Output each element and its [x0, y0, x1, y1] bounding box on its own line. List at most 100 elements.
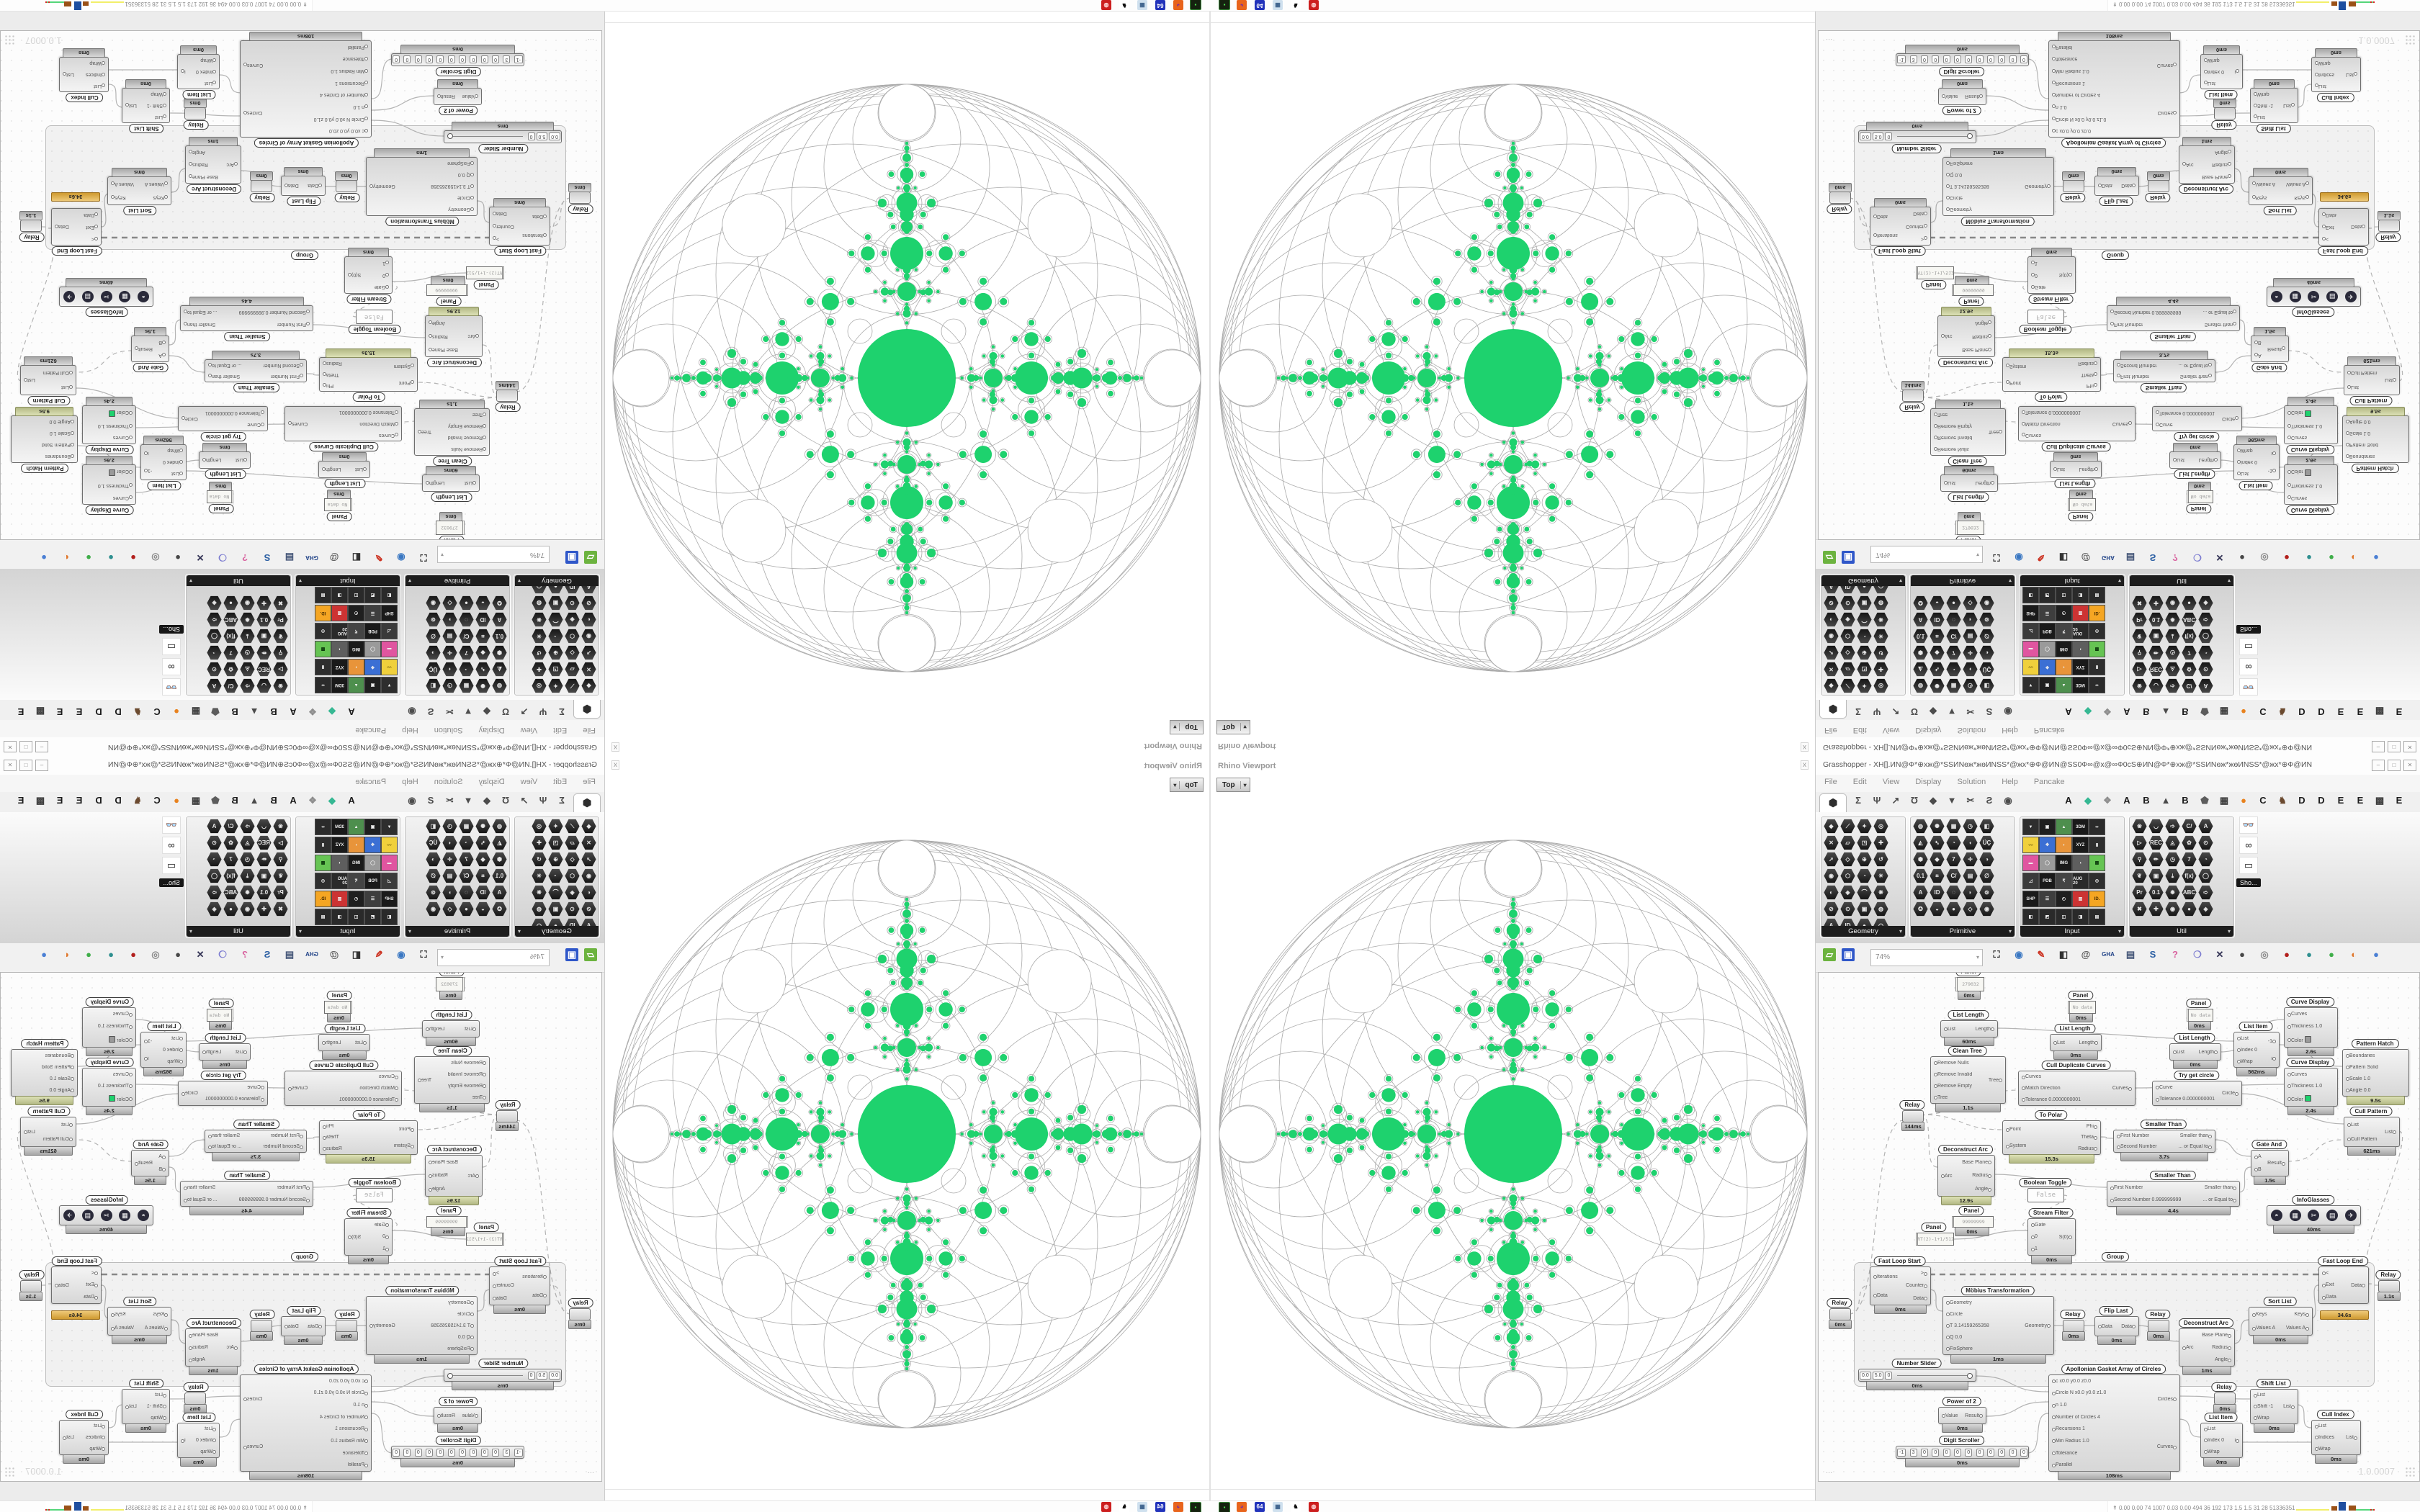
gh-component-stream-filter[interactable]: Gate 0 1 S(0) [344, 256, 393, 294]
palette-icon[interactable]: ✏ [256, 852, 272, 867]
close-icon[interactable]: x [1801, 742, 1809, 752]
palette-icon[interactable]: ⊚ [426, 612, 441, 627]
gh-component-panel[interactable]: No data [2068, 498, 2096, 511]
plugin-tab-2[interactable]: ❖ [2103, 795, 2112, 806]
gh-component-m-bius-transformation[interactable]: Geometry Circle T 3.14159265358 Q 0.0 FixSph… [366, 1296, 478, 1355]
palette-icon[interactable]: ✚ [256, 595, 272, 611]
plugin-tab-5[interactable]: ▲ [2161, 795, 2171, 806]
palette-icon[interactable]: ⌗ [475, 629, 490, 644]
palette-icon[interactable]: ◈ [2198, 595, 2213, 611]
palette-icon[interactable]: ◎ [315, 873, 331, 889]
gh-component-panel[interactable]: No data [207, 1009, 233, 1022]
gh-component-deconstruct-arc[interactable]: Arc Base Plane Radius Angle [2179, 1328, 2235, 1367]
menu-display[interactable]: Display [1915, 778, 1942, 786]
palette-icon[interactable]: ◔ [207, 852, 222, 867]
palette-icon[interactable]: ▮ [315, 837, 331, 853]
palette-icon[interactable]: ₹ [348, 873, 364, 889]
gh-canvas[interactable]: ... 1.0.0007 GroupPanel2790320msList Len… [1818, 972, 2420, 1482]
tab-icon-8[interactable]: ◉ [408, 795, 416, 806]
palette-icon[interactable]: ➚ [581, 645, 596, 660]
balloon-icon[interactable]: ❍ [2193, 552, 2202, 563]
palette-icon[interactable]: XYZ [2072, 837, 2089, 853]
palette-icon[interactable]: ⚲ [2132, 645, 2147, 660]
package-icon[interactable]: ? [242, 949, 248, 960]
gh-component-panel[interactable]: (SQRT(2)-1+1/512)*1 [466, 266, 504, 279]
palette-icon[interactable]: ⬢ [1913, 645, 1928, 660]
palette-icon[interactable]: ◇ [1840, 645, 1855, 660]
menu-solution[interactable]: Solution [434, 778, 463, 786]
camera-icon[interactable]: ◧ [2058, 552, 2069, 563]
sphere-teal-icon[interactable]: ● [2306, 552, 2312, 563]
plugin-tab-16[interactable]: ▩ [2375, 706, 2385, 717]
palette-icon[interactable]: ▼ [2022, 677, 2039, 693]
palette-icon[interactable]: ◗ [1963, 612, 1978, 627]
gh-component-to-polar[interactable]: Point System Phi Theta Radius [2002, 1120, 2101, 1155]
gh-component-sort-list[interactable]: Keys Values A Keys Values A [107, 176, 171, 205]
palette-icon[interactable]: ◎ [1873, 678, 1888, 693]
floppy64-icon[interactable]: 64 [1155, 0, 1165, 10]
palette-icon[interactable]: A [2198, 678, 2213, 693]
palette-icon[interactable]: ◩ [2039, 587, 2056, 603]
palette-icon[interactable]: ❀ [273, 819, 288, 834]
firefox-icon[interactable]: ◕ [1237, 0, 1247, 10]
palette-icon[interactable]: ❀ [273, 678, 288, 693]
plugin-tab-3[interactable]: A [290, 706, 297, 717]
palette-icon[interactable]: ABC [223, 612, 238, 627]
palette-icon[interactable]: ✪ [1913, 901, 1928, 917]
plugin-tab-15[interactable]: E [56, 795, 63, 806]
gh-component-try-get-circle[interactable]: Curve Tolerance 0.0000000001 Circle [178, 1081, 268, 1106]
palette-icon[interactable]: ▣ [364, 819, 381, 835]
palette-icon[interactable]: ☰ [364, 605, 381, 621]
gh-component-m-bius-transformation[interactable]: Geometry Circle T 3.14159265358 Q 0.0 FixSph… [1942, 1296, 2054, 1355]
palette-icon[interactable]: ✏ [256, 645, 272, 660]
palette-icon[interactable]: ⊙ [207, 835, 222, 850]
gh-component-fast-loop-start[interactable]: Iterations Data > Counter Data [1870, 207, 1931, 246]
palette-icon[interactable]: ✺ [1930, 678, 1945, 693]
gh-component-list-length[interactable]: List Length [1940, 474, 1998, 492]
menu-edit[interactable]: Edit [1852, 778, 1867, 786]
palette-icon[interactable]: ▥ [331, 891, 348, 907]
palette-icon[interactable]: ◬ [240, 835, 255, 850]
zoom-dropdown[interactable]: 74% ▾ [437, 949, 550, 966]
palette-icon[interactable]: ◷ [240, 852, 255, 867]
palette-icon[interactable]: ◯ [2198, 868, 2213, 883]
palette-icon[interactable]: IMG [348, 855, 364, 871]
gh-component-panel[interactable]: 99999999 [426, 284, 468, 296]
firefox-icon[interactable]: ◕ [1173, 0, 1183, 10]
plugin-tab-8[interactable]: ▦ [191, 706, 201, 717]
remote-at-icon[interactable]: @ [2081, 949, 2091, 960]
sphere-dark-icon[interactable]: ● [2239, 552, 2245, 563]
palette-icon[interactable]: 3DM [331, 677, 348, 693]
palette-icon[interactable]: ◐ [1824, 612, 1839, 627]
palette-icon[interactable]: ⬡ [1840, 868, 1855, 883]
palette-icon[interactable]: ⊘ [581, 901, 596, 917]
palette-icon[interactable]: ◗ [348, 659, 364, 675]
gh-component-clean-tree[interactable]: Remove Nulls Remove Invalid Remove Empty Tr… [414, 408, 490, 456]
gh-component-relay[interactable] [2063, 180, 2084, 192]
palette-icon[interactable]: ◖ [331, 641, 348, 657]
palette-icon[interactable]: A [1913, 885, 1928, 900]
palette-icon[interactable]: ✺ [1930, 819, 1945, 834]
sphere-green-icon[interactable]: ● [2329, 949, 2334, 960]
gh-component-relay[interactable] [20, 1280, 42, 1292]
gh-component-to-polar[interactable]: Point System Phi Theta Radius [2002, 357, 2101, 392]
palette-icon[interactable]: ❋ [1873, 612, 1888, 627]
gh-component-list-length[interactable]: List Length [318, 461, 370, 478]
gh-component-curve-display[interactable]: Curves Thickness 1.0 Color [82, 1068, 136, 1107]
palette-icon[interactable]: IMG [2056, 855, 2072, 871]
tab-icon-5[interactable]: ▼ [1947, 706, 1957, 717]
palette-icon[interactable]: ▮ [2089, 837, 2105, 853]
wolf-icon[interactable]: ♞ [1291, 1502, 1301, 1512]
gh-component-infoglasses[interactable]: ◓ ▦ ✂ ▤ ✈ [59, 287, 153, 307]
palette-icon[interactable]: ⬡ [1840, 629, 1855, 644]
gh-component-list-length[interactable]: List Length [2050, 461, 2102, 478]
sphere-dark-icon[interactable]: ● [2239, 949, 2245, 960]
palette-icon[interactable]: ◫ [2056, 587, 2072, 603]
palette-icon[interactable]: ▦ [459, 819, 474, 834]
gh-component-curve-display[interactable]: Curves Thickness 1.0 Color [82, 405, 136, 444]
palette-icon[interactable]: ◔ [2198, 852, 2213, 867]
gh-component-cull-pattern[interactable]: List Cull Pattern List [2344, 1117, 2400, 1147]
palette-icon[interactable]: ◷ [240, 645, 255, 660]
gh-component-list-length[interactable]: List Length [422, 1020, 480, 1038]
palette-icon[interactable]: ∅ [1979, 868, 1994, 883]
